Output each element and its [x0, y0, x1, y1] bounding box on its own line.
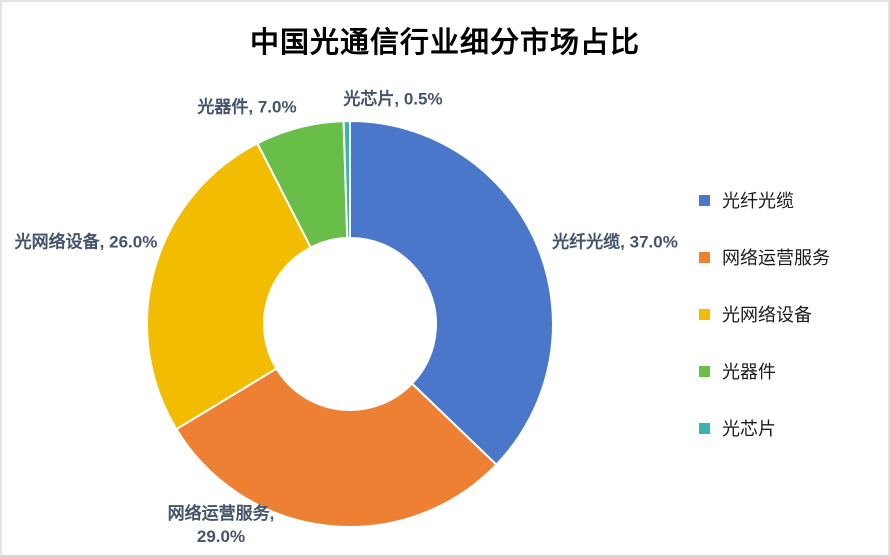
pie-slice-光芯片 — [342, 119, 351, 240]
data-label-guangwangluoshebei: 光网络设备, 26.0% — [14, 232, 158, 252]
legend-label: 光芯片 — [722, 419, 776, 439]
chart-legend: 光纤光缆 网络运营服务 光网络设备 光器件 光芯片 — [699, 189, 830, 474]
data-label-wangluoyunyingfuwu: 网络运营服务, 29.0% — [167, 504, 275, 546]
pie-slice-光纤光缆 — [349, 119, 554, 467]
legend-swatch-icon — [699, 308, 710, 320]
legend-item: 网络运营服务 — [699, 246, 830, 268]
legend-label: 光网络设备 — [722, 305, 812, 325]
legend-item: 光器件 — [699, 360, 830, 382]
legend-item: 光网络设备 — [699, 303, 830, 325]
data-label-guangxianguanglan: 光纤光缆, 37.0% — [552, 232, 678, 252]
data-label-guangxinpian: 光芯片, 0.5% — [343, 89, 443, 109]
legend-item: 光芯片 — [699, 417, 830, 439]
legend-label: 网络运营服务 — [722, 248, 830, 268]
pie-slice-光网络设备 — [146, 141, 313, 431]
donut-slices — [146, 119, 554, 528]
legend-label: 光纤光缆 — [722, 191, 794, 211]
legend-item: 光纤光缆 — [699, 189, 830, 211]
legend-swatch-icon — [699, 365, 710, 377]
legend-swatch-icon — [699, 422, 710, 434]
legend-swatch-icon — [699, 251, 710, 263]
pie-slice-网络运营服务 — [174, 367, 498, 528]
chart-title: 中国光通信行业细分市场占比 — [249, 27, 640, 59]
legend-swatch-icon — [699, 194, 710, 206]
data-label-guangqijian: 光器件, 7.0% — [197, 97, 297, 117]
legend-label: 光器件 — [722, 362, 776, 382]
